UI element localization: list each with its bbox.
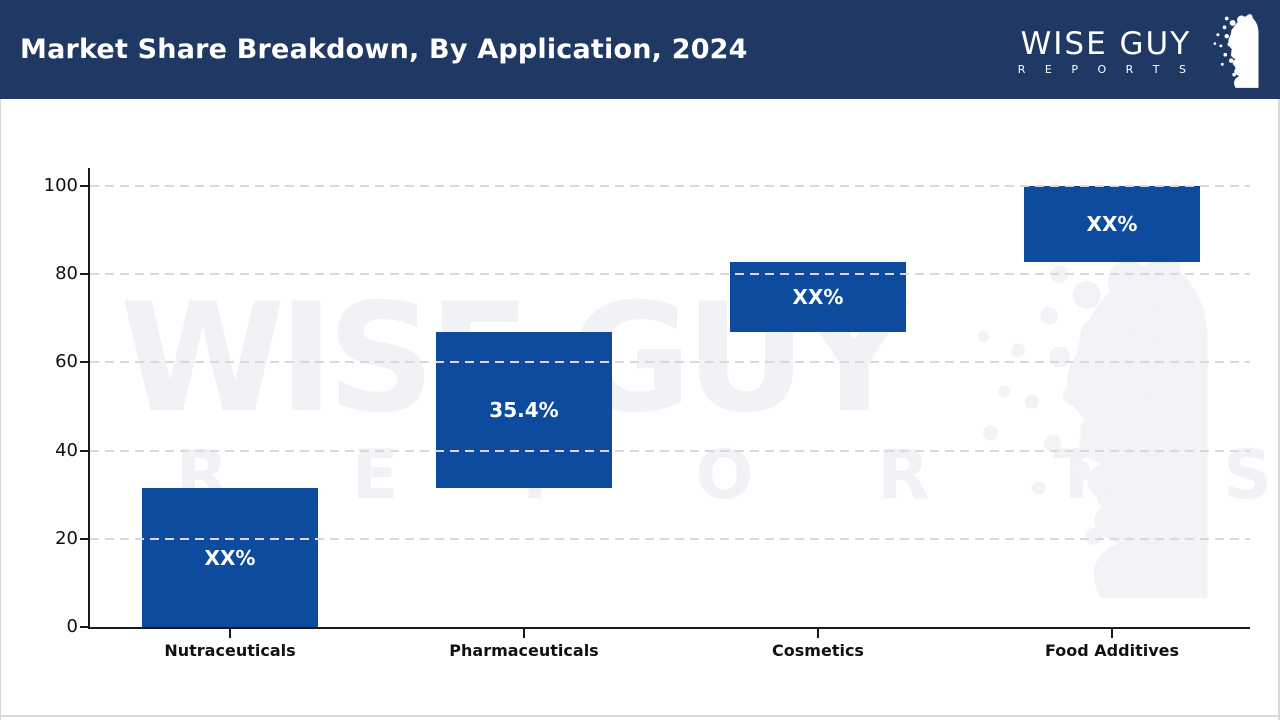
x-tick-nutraceuticals bbox=[229, 629, 231, 638]
bar-value-label: XX% bbox=[1086, 212, 1138, 237]
gridline-100 bbox=[90, 185, 1250, 187]
x-label-food-additives: Food Additives bbox=[1045, 641, 1179, 660]
page-border-left bbox=[0, 99, 1, 720]
bar-food-additives: XX% bbox=[1024, 186, 1200, 263]
y-tick-100 bbox=[80, 185, 88, 187]
y-tick-label-80: 80 bbox=[55, 263, 78, 285]
bar-value-label: 35.4% bbox=[489, 398, 559, 423]
page-border-right bbox=[1278, 99, 1280, 720]
gridline-80 bbox=[90, 273, 1250, 276]
bar-value-label: XX% bbox=[204, 545, 256, 570]
y-tick-80 bbox=[80, 273, 88, 276]
wiseguy-logo: WISE GUY R E P O R T S bbox=[1018, 6, 1274, 96]
y-tick-60 bbox=[80, 361, 88, 364]
y-tick-0 bbox=[80, 626, 88, 628]
gridline-40 bbox=[90, 449, 1250, 452]
y-tick-label-100: 100 bbox=[43, 175, 78, 196]
logo-subtitle: R E P O R T S bbox=[1017, 62, 1194, 76]
logo-wordmark: WISE GUY bbox=[1020, 25, 1192, 62]
y-tick-label-60: 60 bbox=[55, 351, 78, 373]
x-label-cosmetics: Cosmetics bbox=[772, 641, 864, 660]
wiseguy-logo-text: WISE GUY R E P O R T S bbox=[1018, 27, 1194, 76]
y-tick-label-0: 0 bbox=[66, 616, 78, 637]
x-tick-pharmaceuticals bbox=[523, 629, 525, 638]
y-tick-label-40: 40 bbox=[55, 439, 78, 461]
x-tick-food-additives bbox=[1111, 629, 1113, 638]
x-axis-line bbox=[88, 627, 1250, 629]
bar-nutraceuticals: XX% bbox=[142, 488, 318, 627]
y-tick-20 bbox=[80, 537, 88, 540]
bar-value-label: XX% bbox=[792, 285, 844, 310]
x-label-nutraceuticals: Nutraceuticals bbox=[164, 641, 296, 660]
watermark-face-icon bbox=[978, 253, 1208, 599]
y-tick-label-20: 20 bbox=[55, 527, 78, 549]
y-axis-line bbox=[88, 168, 90, 629]
page-border-bottom bbox=[0, 715, 1280, 717]
header-banner: Market Share Breakdown, By Application, … bbox=[0, 0, 1280, 99]
gridline-60 bbox=[90, 361, 1250, 364]
wiseguy-face-icon bbox=[1213, 14, 1259, 88]
bar-pharmaceuticals: 35.4% bbox=[436, 331, 612, 489]
x-label-pharmaceuticals: Pharmaceuticals bbox=[449, 641, 599, 660]
gridline-20 bbox=[90, 537, 1250, 540]
page-title: Market Share Breakdown, By Application, … bbox=[20, 34, 748, 65]
x-tick-cosmetics bbox=[817, 629, 819, 638]
y-tick-40 bbox=[80, 449, 88, 452]
